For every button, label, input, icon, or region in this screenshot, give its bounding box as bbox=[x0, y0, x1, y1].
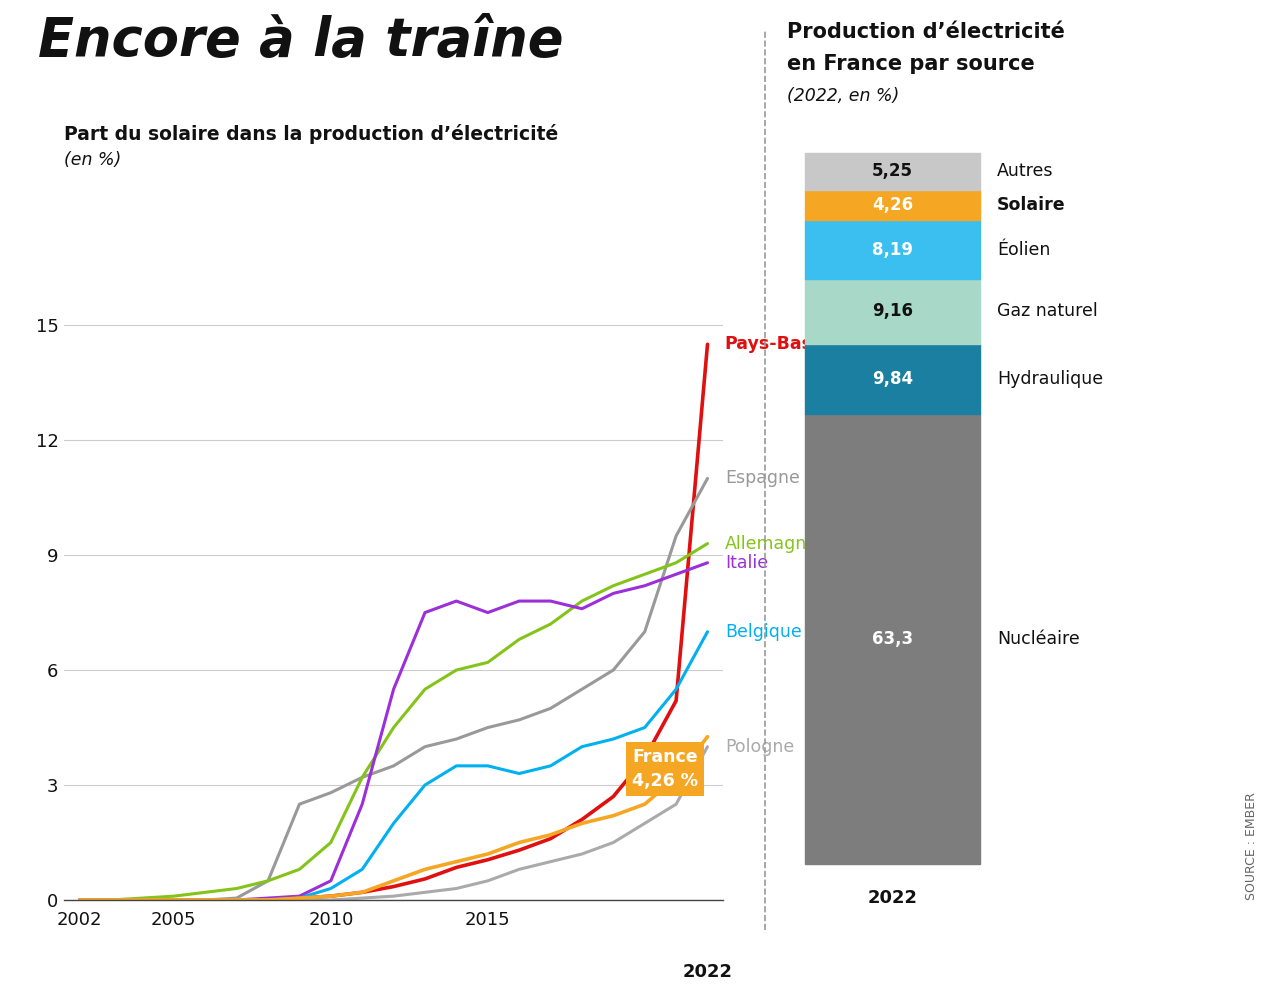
Text: 8,19: 8,19 bbox=[872, 240, 913, 258]
Text: Belgique: Belgique bbox=[724, 623, 801, 641]
Bar bbox=[805, 344, 980, 413]
Text: 5,25: 5,25 bbox=[872, 162, 913, 180]
Text: Espagne: Espagne bbox=[724, 470, 800, 488]
Text: Éolien: Éolien bbox=[997, 240, 1051, 258]
Text: Nucléaire: Nucléaire bbox=[997, 630, 1080, 648]
Text: 4,26: 4,26 bbox=[872, 196, 913, 215]
Text: 2022: 2022 bbox=[682, 963, 732, 981]
Text: Part du solaire dans la production d’électricité: Part du solaire dans la production d’éle… bbox=[64, 124, 558, 143]
Text: 9,16: 9,16 bbox=[872, 303, 913, 320]
Text: Solaire: Solaire bbox=[997, 196, 1066, 215]
Text: 2022: 2022 bbox=[868, 889, 918, 907]
Bar bbox=[805, 279, 980, 344]
Text: 9,84: 9,84 bbox=[872, 370, 913, 388]
Text: Italie: Italie bbox=[724, 554, 768, 572]
Text: 63,3: 63,3 bbox=[872, 630, 913, 648]
Text: France
4,26 %: France 4,26 % bbox=[632, 749, 698, 790]
Bar bbox=[805, 190, 980, 221]
Bar bbox=[805, 221, 980, 279]
Text: Gaz naturel: Gaz naturel bbox=[997, 303, 1098, 320]
Text: en France par source: en France par source bbox=[787, 54, 1036, 74]
Text: Allemagne: Allemagne bbox=[724, 535, 818, 553]
Text: Autres: Autres bbox=[997, 162, 1053, 180]
Text: Encore à la traîne: Encore à la traîne bbox=[38, 15, 564, 67]
Text: Pays-Bas: Pays-Bas bbox=[724, 335, 813, 353]
Text: (2022, en %): (2022, en %) bbox=[787, 87, 900, 105]
Text: (en %): (en %) bbox=[64, 151, 122, 169]
Text: Production d’électricité: Production d’électricité bbox=[787, 22, 1065, 42]
Text: Hydraulique: Hydraulique bbox=[997, 370, 1103, 388]
Bar bbox=[805, 413, 980, 864]
Text: Pologne: Pologne bbox=[724, 738, 794, 756]
Text: SOURCE : EMBER: SOURCE : EMBER bbox=[1245, 792, 1258, 900]
Bar bbox=[805, 152, 980, 190]
